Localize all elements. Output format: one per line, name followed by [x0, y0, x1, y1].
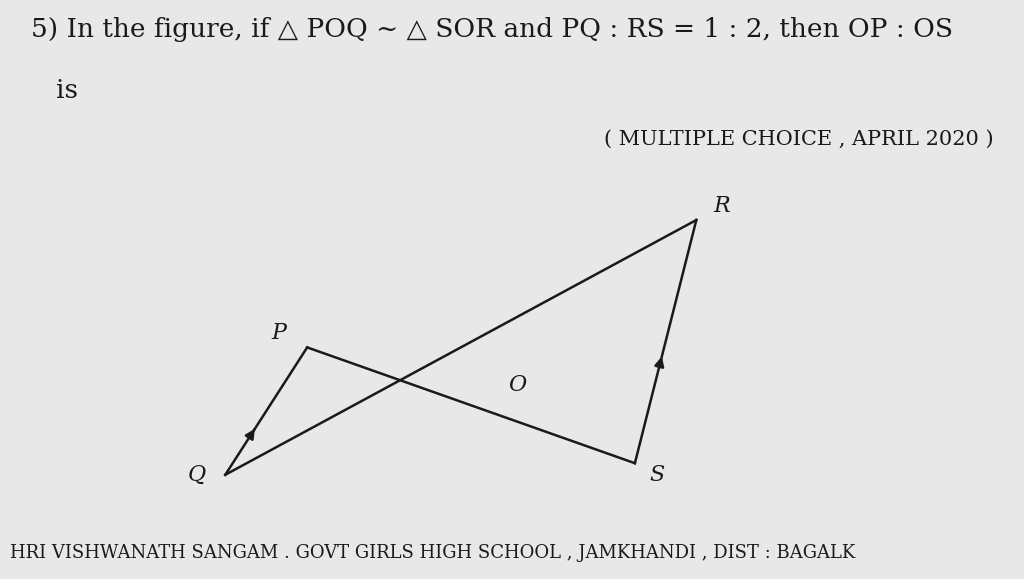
Text: P: P — [271, 322, 286, 344]
Text: R: R — [714, 195, 730, 217]
Text: is: is — [56, 78, 78, 103]
Text: HRI VISHWANATH SANGAM . GOVT GIRLS HIGH SCHOOL , JAMKHANDI , DIST : BAGALK: HRI VISHWANATH SANGAM . GOVT GIRLS HIGH … — [10, 544, 855, 562]
Text: 5) In the figure, if △ POQ ∼ △ SOR and PQ : RS = 1 : 2, then OP : OS: 5) In the figure, if △ POQ ∼ △ SOR and P… — [31, 17, 952, 42]
Text: Q: Q — [187, 464, 206, 486]
Text: ( MULTIPLE CHOICE , APRIL 2020 ): ( MULTIPLE CHOICE , APRIL 2020 ) — [604, 130, 993, 149]
Text: O: O — [508, 374, 526, 396]
Text: S: S — [650, 464, 665, 486]
